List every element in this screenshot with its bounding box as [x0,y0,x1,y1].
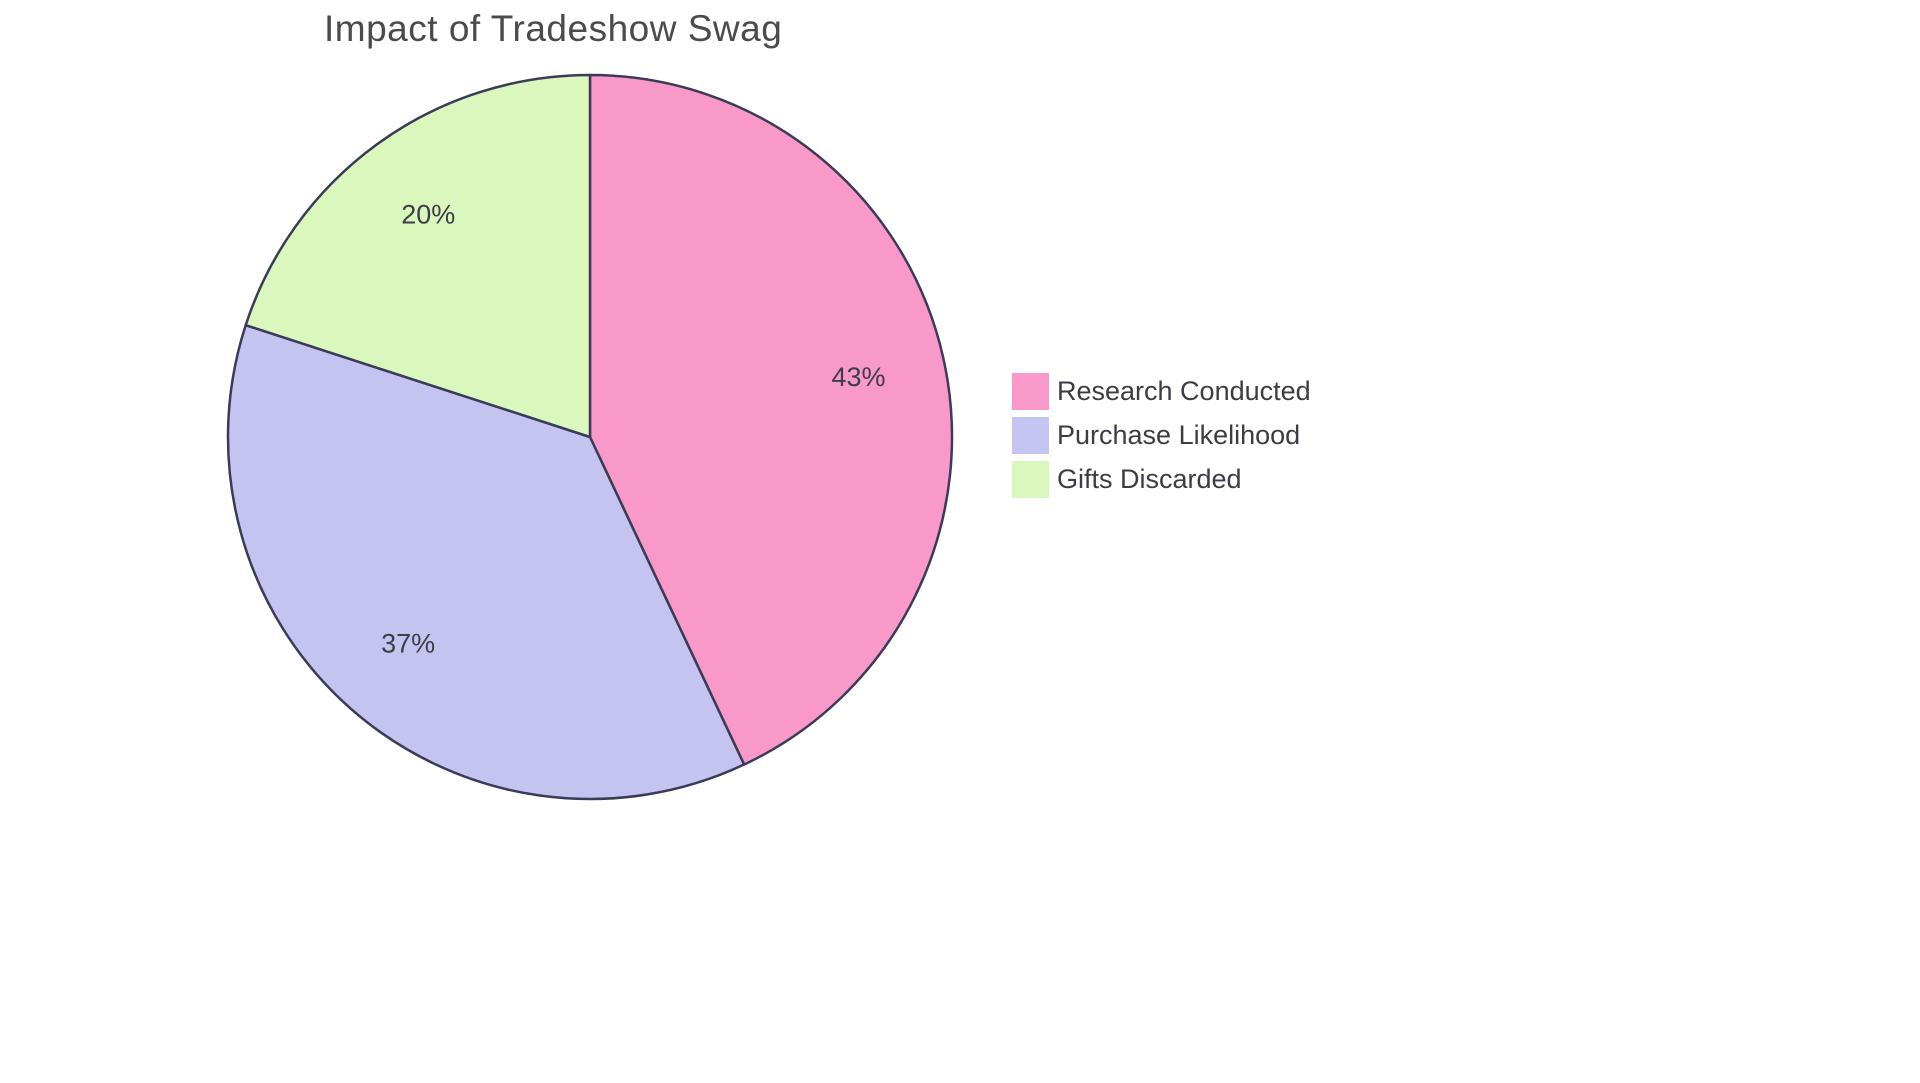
legend-item-gifts-discarded: Gifts Discarded [1012,461,1311,498]
legend-item-purchase-likelihood: Purchase Likelihood [1012,417,1311,454]
legend-swatch [1012,461,1049,498]
pie-slices-group: 43% 37% 20% [226,73,954,801]
chart-legend: Research Conducted Purchase Likelihood Gif… [1012,373,1311,498]
pie-slice-label: 20% [401,199,455,229]
legend-label: Research Conducted [1057,376,1311,406]
legend-item-research-conducted: Research Conducted [1012,373,1311,410]
pie-slice-research-conducted [588,73,954,766]
legend-label: Gifts Discarded [1057,464,1242,494]
pie-slice-gifts-discarded [244,73,592,439]
legend-swatch [1012,373,1049,410]
pie-slice-label: 37% [381,628,435,658]
legend-swatch [1012,417,1049,454]
pie-slice-label: 43% [831,362,885,392]
legend-label: Purchase Likelihood [1057,420,1301,450]
pie-slice-purchase-likelihood [226,323,746,801]
chart-title: Impact of Tradeshow Swag [324,8,783,49]
